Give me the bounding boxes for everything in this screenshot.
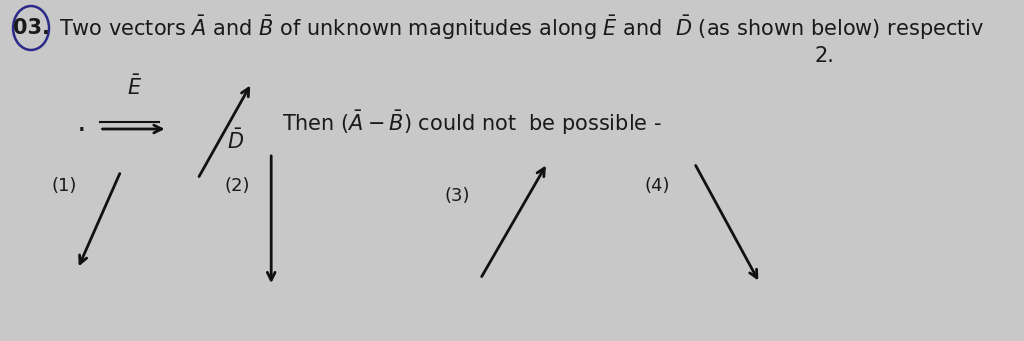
Text: 2.: 2. [815, 46, 835, 66]
Text: (2): (2) [224, 177, 250, 195]
Text: 03.: 03. [12, 18, 49, 38]
Text: (4): (4) [645, 177, 671, 195]
Text: ·: · [77, 117, 86, 146]
Text: $\bar{E}$: $\bar{E}$ [127, 75, 142, 99]
Text: Then $(\bar{A}-\bar{B})$ could not  be possible -: Then $(\bar{A}-\bar{B})$ could not be po… [282, 109, 662, 137]
Text: (1): (1) [51, 177, 77, 195]
Text: Two vectors $\bar{A}$ and $\bar{B}$ of unknown magnitudes along $\bar{E}$ and  $: Two vectors $\bar{A}$ and $\bar{B}$ of u… [58, 14, 984, 42]
Text: $\bar{D}$: $\bar{D}$ [227, 129, 244, 153]
Text: (3): (3) [444, 187, 470, 205]
